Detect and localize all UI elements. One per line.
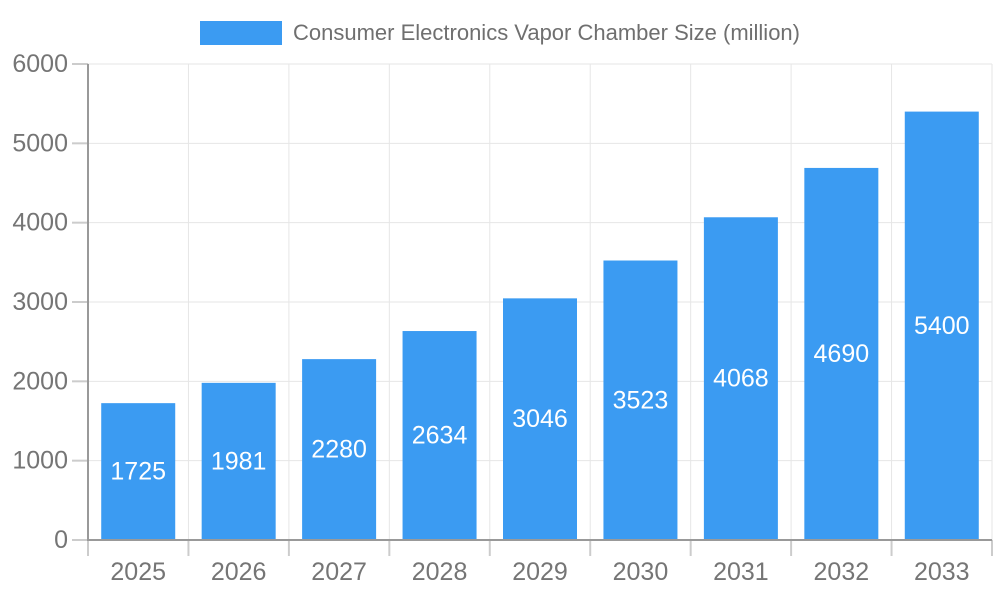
bar-value-label: 1981 — [211, 447, 267, 475]
x-tick-label: 2029 — [512, 558, 568, 586]
legend-label: Consumer Electronics Vapor Chamber Size … — [293, 20, 800, 45]
bar-2032 — [804, 167, 879, 540]
bar-value-label: 2634 — [412, 422, 468, 450]
x-tick-label: 2030 — [613, 558, 669, 586]
y-tick-label: 0 — [54, 526, 68, 554]
bar-2030 — [603, 260, 678, 540]
bar-2031 — [703, 217, 778, 540]
bar-value-label: 1725 — [110, 458, 166, 486]
y-tick-label: 1000 — [12, 447, 68, 475]
legend-swatch-icon — [200, 21, 282, 45]
bar-value-label: 5400 — [914, 312, 970, 340]
x-tick-label: 2031 — [713, 558, 769, 586]
x-tick-label: 2028 — [412, 558, 468, 586]
x-tick-label: 2026 — [211, 558, 267, 586]
legend: Consumer Electronics Vapor Chamber Size … — [0, 20, 1000, 46]
x-tick-label: 2033 — [914, 558, 970, 586]
x-tick-label: 2027 — [311, 558, 367, 586]
bar-2033 — [904, 111, 979, 540]
bar-value-label: 3523 — [613, 386, 669, 414]
bar-2028 — [402, 331, 477, 540]
y-tick-label: 5000 — [12, 129, 68, 157]
bar-2026 — [201, 382, 276, 540]
bar-value-label: 4068 — [713, 365, 769, 393]
bar-value-label: 3046 — [512, 405, 568, 433]
bar-value-label: 4690 — [814, 340, 870, 368]
bar-2029 — [503, 298, 577, 540]
y-tick-label: 6000 — [12, 50, 68, 78]
bar-2025 — [101, 403, 176, 540]
x-tick-label: 2025 — [110, 558, 166, 586]
y-tick-label: 3000 — [12, 288, 68, 316]
bar-2027 — [302, 359, 377, 540]
legend-item[interactable]: Consumer Electronics Vapor Chamber Size … — [200, 20, 800, 46]
y-tick-label: 2000 — [12, 367, 68, 395]
x-tick-label: 2032 — [814, 558, 870, 586]
bar-value-label: 2280 — [311, 436, 367, 464]
y-tick-label: 4000 — [12, 209, 68, 237]
